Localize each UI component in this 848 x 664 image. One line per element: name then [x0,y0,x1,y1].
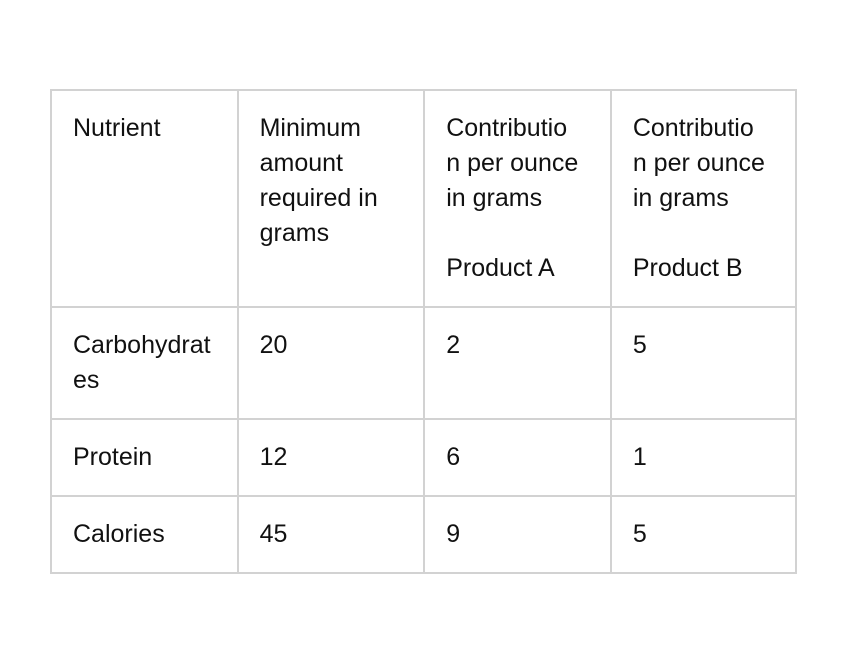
cell-product-a-value: 9 [423,495,612,574]
table-row-calories: Calories 45 9 5 [50,495,798,574]
cell-minimum-amount: 20 [236,306,426,420]
nutrient-requirements-table: Nutrient Minimum amount required in gram… [50,89,798,574]
cell-minimum-amount: 45 [236,495,426,574]
header-row: Nutrient Minimum amount required in gram… [50,89,798,308]
cell-product-a-value: 2 [423,306,612,420]
cell-nutrient-name: Protein [50,418,239,497]
table-row-carbohydrates: Carbohydrat es 20 2 5 [50,306,798,420]
cell-product-b-value: 5 [609,495,798,574]
cell-product-b-value: 1 [609,418,798,497]
cell-nutrient-name: Calories [50,495,239,574]
table-row-protein: Protein 12 6 1 [50,418,798,497]
cell-product-b-value: 5 [609,306,798,420]
header-nutrient: Nutrient [50,89,239,308]
cell-nutrient-name: Carbohydrat es [50,306,239,420]
cell-minimum-amount: 12 [236,418,426,497]
header-contribution-product-b: Contributio n per ounce in grams Product… [609,89,798,308]
cell-product-a-value: 6 [423,418,612,497]
header-contribution-product-a: Contributio n per ounce in grams Product… [423,89,612,308]
header-minimum-amount: Minimum amount required in grams [236,89,426,308]
